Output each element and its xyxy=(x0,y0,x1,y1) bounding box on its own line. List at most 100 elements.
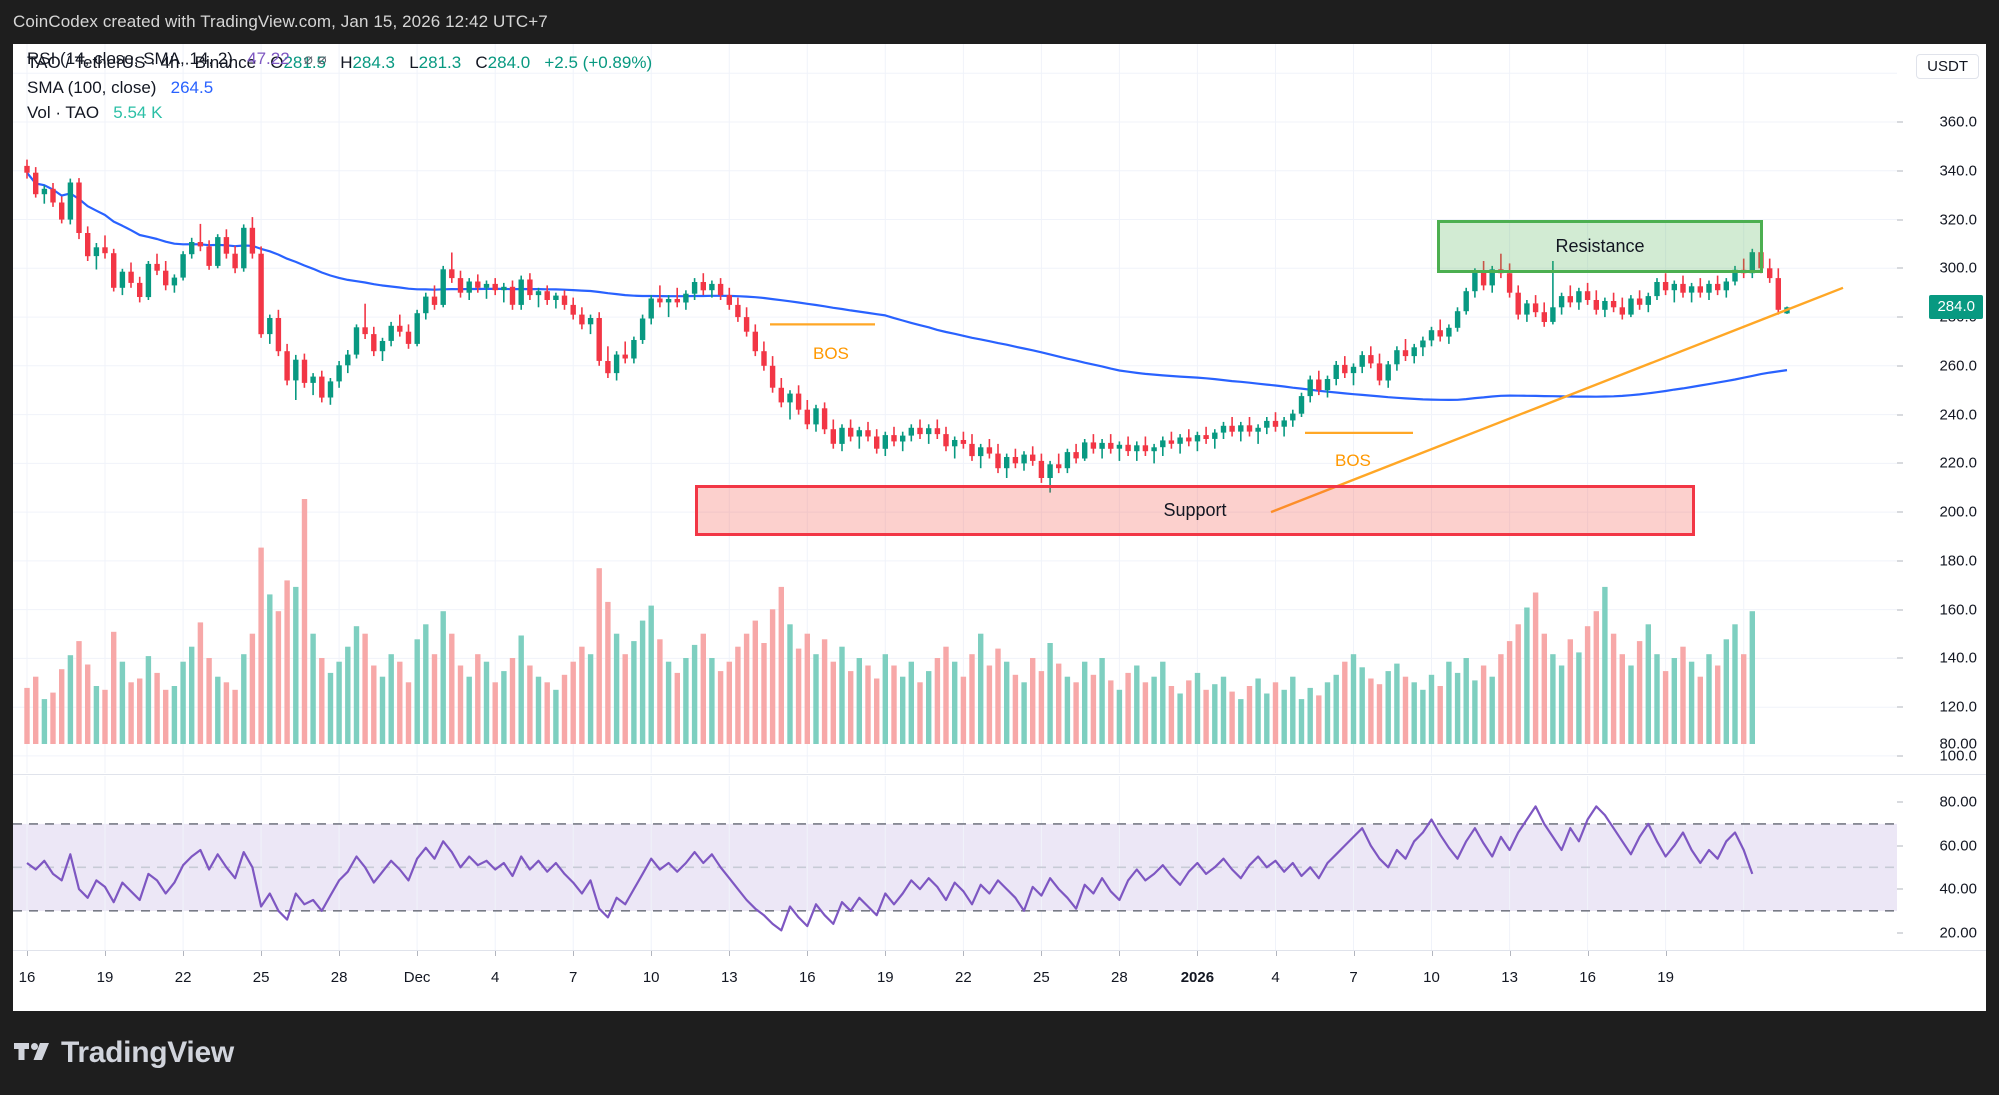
time-axis-tick xyxy=(105,951,106,956)
time-axis-tick xyxy=(885,951,887,956)
price-axis-tick-label: 120.0 xyxy=(1939,698,1977,716)
price-axis-tick-label: 240.0 xyxy=(1939,406,1977,424)
time-axis-tick-label: 7 xyxy=(569,969,578,986)
time-axis-tick-label: 19 xyxy=(1657,969,1674,986)
rsi-axis-tick xyxy=(1897,888,1903,890)
rsi-axis-tick-label: 80.00 xyxy=(1939,793,1977,811)
rsi-series-svg xyxy=(13,776,1897,950)
rsi-axis-tick xyxy=(1897,845,1903,847)
time-axis-tick xyxy=(183,951,185,956)
price-axis-tick xyxy=(1897,462,1903,464)
price-axis-tick-label: 160.0 xyxy=(1939,601,1977,619)
price-axis-tick xyxy=(1897,267,1903,269)
bos-label-2[interactable]: BOS xyxy=(1335,451,1371,470)
time-axis-tick xyxy=(339,951,341,956)
time-axis-tick xyxy=(495,951,497,956)
price-axis-tick xyxy=(1897,414,1903,416)
support-zone[interactable]: Support xyxy=(695,485,1695,537)
time-axis-tick xyxy=(1353,951,1355,956)
time-axis-tick xyxy=(807,951,809,956)
time-axis-tick xyxy=(27,951,28,956)
resistance-zone-label: Resistance xyxy=(1555,235,1645,256)
price-axis-tick-label: 300.0 xyxy=(1939,259,1977,277)
tradingview-logo[interactable]: TradingView xyxy=(14,1036,234,1070)
branding-bar: TradingView xyxy=(0,1011,1999,1095)
price-axis-tick xyxy=(1897,755,1903,757)
price-axis[interactable]: USDT 360.0340.0320.0300.0280.0260.0240.0… xyxy=(1897,44,1986,773)
price-axis-tick xyxy=(1897,657,1903,659)
price-axis-tick xyxy=(1897,121,1903,123)
time-axis-tick xyxy=(1119,951,1121,956)
time-axis[interactable]: 16 19 22 25 28 Dec 4 7 10 13 16 19 22 25 28 2026 4 7 10 13 1… xyxy=(13,950,1986,1011)
rsi-axis-tick-label: 40.00 xyxy=(1939,880,1977,898)
tradingview-wordmark: TradingView xyxy=(61,1036,234,1069)
time-axis-tick xyxy=(1197,951,1199,956)
time-axis-tick xyxy=(963,951,965,956)
time-axis-tick-label: 4 xyxy=(491,969,500,986)
watermark-bar: CoinCodex created with TradingView.com, … xyxy=(0,0,1999,44)
time-axis-tick-label: Dec xyxy=(403,969,431,986)
price-axis-tick-label: 260.0 xyxy=(1939,357,1977,375)
rsi-axis[interactable]: 80.00 60.00 40.00 20.00 xyxy=(1897,776,1986,950)
time-axis-tick-label: 19 xyxy=(96,969,114,986)
price-axis-tick xyxy=(1897,170,1903,172)
time-axis-tick xyxy=(1509,951,1511,956)
price-axis-tick-label: 140.0 xyxy=(1939,649,1977,667)
price-series-svg xyxy=(13,44,1897,773)
time-axis-tick xyxy=(729,951,731,956)
rsi-axis-tick xyxy=(1897,801,1903,803)
time-axis-tick xyxy=(573,951,575,956)
time-axis-tick xyxy=(1665,951,1667,956)
price-axis-tick-label: 100.0 xyxy=(1939,747,1977,765)
time-axis-tick-label: 16 xyxy=(798,969,816,986)
rsi-plot-area[interactable] xyxy=(13,776,1897,950)
rsi-axis-tick-label: 60.00 xyxy=(1939,837,1977,855)
time-axis-tick xyxy=(417,951,419,956)
rsi-axis-tick xyxy=(1897,932,1903,934)
time-axis-tick-label: 22 xyxy=(174,969,192,986)
tradingview-logo-icon xyxy=(14,1043,49,1060)
price-axis-tick xyxy=(1897,706,1903,708)
price-axis-tick-label: 180.0 xyxy=(1939,552,1977,570)
price-axis-tick-label: 220.0 xyxy=(1939,454,1977,472)
price-axis-tick-label: 320.0 xyxy=(1939,211,1977,228)
price-axis-tick-label: 360.0 xyxy=(1939,113,1977,131)
rsi-pane[interactable]: 80.00 60.00 40.00 20.00 xyxy=(13,776,1986,950)
time-axis-tick-label: 16 xyxy=(1579,969,1596,986)
price-axis-tick xyxy=(1897,609,1903,611)
time-axis-tick-label: 22 xyxy=(955,969,972,986)
time-axis-tick-label: 16 xyxy=(18,969,36,986)
price-plot-area[interactable]: Resistance Support BOS BOS xyxy=(13,44,1897,773)
price-pane[interactable]: Resistance Support BOS BOS USDT 3 xyxy=(13,44,1986,773)
time-axis-tick-label: 10 xyxy=(642,969,660,986)
resistance-zone[interactable]: Resistance xyxy=(1437,219,1763,274)
time-axis-tick-label: 13 xyxy=(1501,969,1518,986)
price-axis-tick-label: 200.0 xyxy=(1939,503,1977,521)
price-axis-tick xyxy=(1897,560,1903,562)
price-axis-tick xyxy=(1897,365,1903,367)
support-zone-label: Support xyxy=(1163,500,1227,521)
chart-canvas[interactable]: Resistance Support BOS BOS USDT 3 xyxy=(13,44,1986,1011)
time-axis-tick xyxy=(1041,951,1043,956)
time-axis-tick-label: 13 xyxy=(720,969,738,986)
price-axis-tick xyxy=(1897,511,1903,513)
time-axis-tick-label: 7 xyxy=(1349,969,1358,986)
time-axis-tick-label: 25 xyxy=(1033,969,1050,986)
time-axis-tick-label: 4 xyxy=(1271,969,1280,986)
bos-label-1[interactable]: BOS xyxy=(813,344,849,363)
time-axis-tick-label: 10 xyxy=(1423,969,1440,986)
time-axis-tick xyxy=(1275,951,1277,956)
time-axis-tick-label: 19 xyxy=(876,969,894,986)
price-axis-tick-label: 340.0 xyxy=(1939,162,1977,180)
time-axis-tick-label: 25 xyxy=(252,969,270,986)
pane-divider-rsi xyxy=(13,774,1986,775)
time-axis-tick-label: 2026 xyxy=(1180,969,1215,986)
rsi-axis-tick-label: 20.00 xyxy=(1939,924,1977,942)
last-price-badge: 284.0 xyxy=(1929,295,1983,320)
price-axis-unit-badge[interactable]: USDT xyxy=(1916,54,1979,79)
time-axis-tick xyxy=(1431,951,1433,956)
time-axis-tick-label: 28 xyxy=(330,969,348,986)
watermark-text: CoinCodex created with TradingView.com, … xyxy=(13,12,548,31)
time-axis-tick xyxy=(261,951,263,956)
